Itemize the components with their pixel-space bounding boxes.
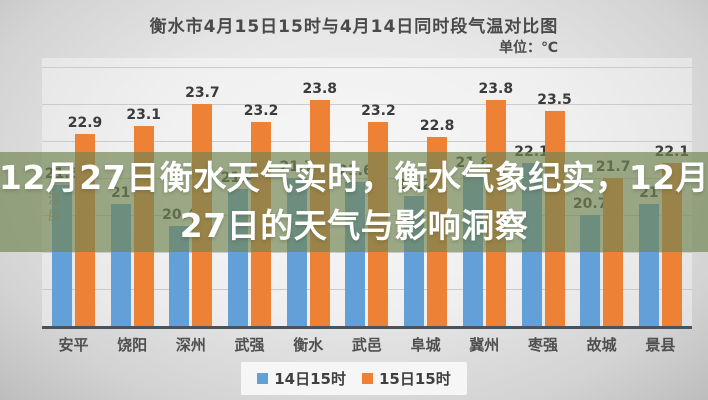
headline-line-2: 27日的天气与影响洞察	[179, 206, 529, 245]
x-axis-label: 安平	[58, 336, 89, 354]
bar-value-label: 23.5	[537, 92, 572, 108]
x-axis-label: 故城	[586, 336, 617, 354]
x-axis-label: 饶阳	[117, 336, 148, 354]
x-axis-label: 枣强	[527, 336, 558, 354]
legend: 14日15时 15日15时	[0, 362, 708, 395]
x-axis-labels: 安平 饶阳 深州 武强 衡水 武邑 阜城 冀州 枣强 故城 景县	[42, 334, 692, 355]
x-axis-label: 武邑	[351, 336, 382, 354]
x-axis-label: 阜城	[410, 336, 441, 354]
legend-box: 14日15时 15日15时	[241, 362, 467, 395]
unit-label: 单位：℃	[499, 40, 558, 56]
bar-value-label: 23.2	[243, 103, 279, 119]
bar-value-label: 22.9	[67, 115, 103, 131]
x-axis-label: 武强	[234, 336, 265, 354]
bar-value-label: 23.7	[185, 85, 220, 101]
headline-banner-overlay: 12月27日衡水天气实时，衡水气象纪实，12月 27日的天气与影响洞察	[0, 152, 708, 252]
legend-item: 15日15时	[362, 368, 451, 389]
headline-line-1: 12月27日衡水天气实时，衡水气象纪实，12月	[0, 158, 708, 197]
x-axis-label: 深州	[175, 336, 206, 354]
legend-label: 15日15时	[379, 370, 451, 388]
x-axis-label: 冀州	[469, 336, 500, 354]
bar-value-label: 22.8	[419, 118, 455, 134]
bar-value-label: 23.1	[126, 107, 161, 123]
chart-title: 衡水市4月15日15时与4月14日同时段气温对比图	[149, 17, 559, 37]
x-axis-label: 衡水	[293, 336, 324, 354]
legend-label: 14日15时	[274, 370, 346, 388]
legend-swatch	[257, 373, 269, 384]
legend-item: 14日15时	[257, 368, 346, 389]
bar-value-label: 23.2	[361, 103, 396, 119]
legend-swatch	[362, 373, 373, 384]
bar-value-label: 23.8	[478, 81, 514, 97]
bar-value-label: 23.8	[302, 81, 338, 97]
x-axis-label: 景县	[645, 336, 676, 354]
